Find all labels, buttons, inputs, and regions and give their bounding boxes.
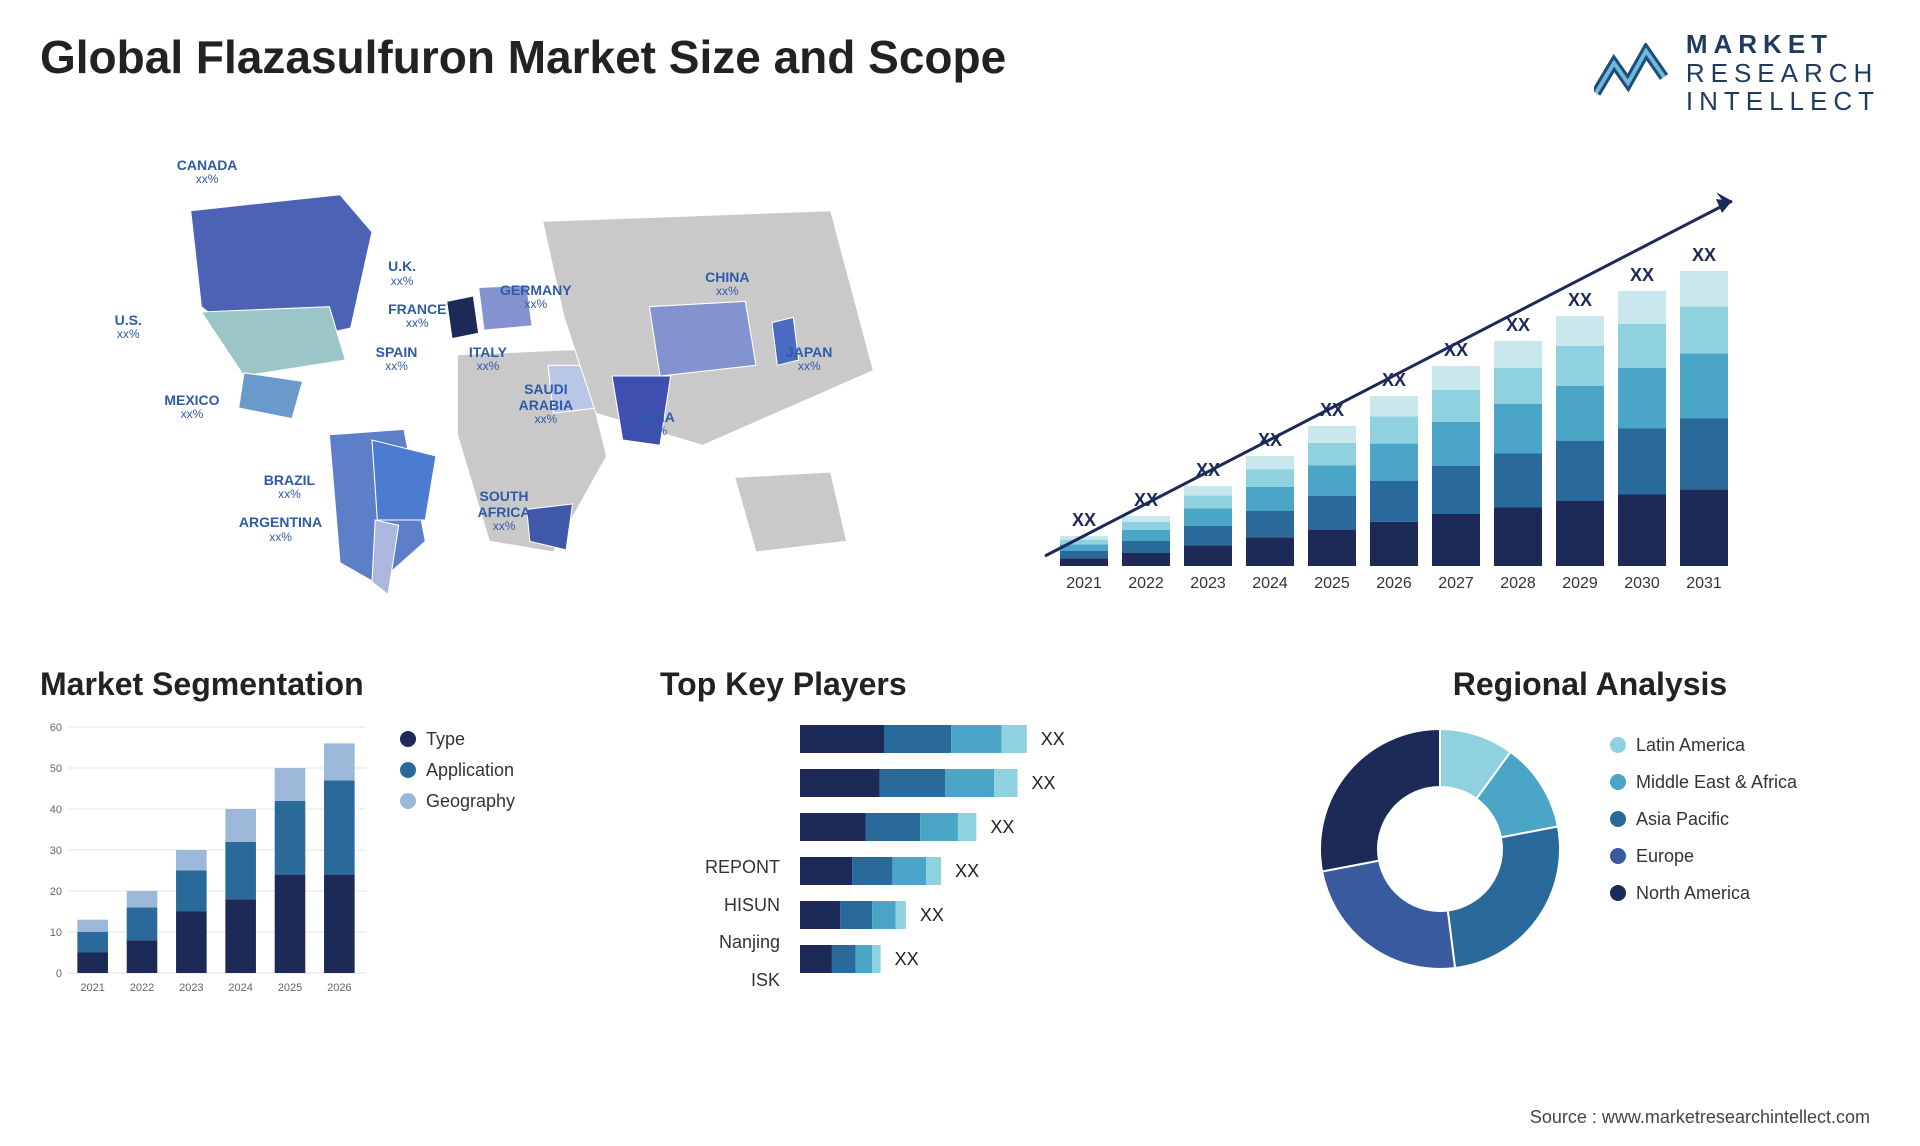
- world-map-svg: [40, 136, 960, 616]
- map-label: INDIAxx%: [637, 409, 675, 439]
- segmentation-chart-svg: 0 10 20 30 40 50 60 2021 2022 2023 2024 2025 2026: [40, 719, 370, 999]
- svg-text:XX: XX: [955, 861, 979, 881]
- legend-item: North America: [1610, 883, 1797, 904]
- brand-logo: MARKET RESEARCH INTELLECT: [1594, 30, 1880, 116]
- svg-text:2025: 2025: [1314, 575, 1350, 592]
- map-label: CHINAxx%: [705, 269, 749, 299]
- svg-text:2026: 2026: [327, 982, 351, 994]
- svg-text:10: 10: [50, 927, 62, 939]
- svg-text:2027: 2027: [1438, 575, 1474, 592]
- svg-text:XX: XX: [1072, 510, 1096, 530]
- map-label: SOUTHAFRICAxx%: [478, 488, 531, 534]
- legend-item: Latin America: [1610, 735, 1797, 756]
- map-label: GERMANYxx%: [500, 282, 572, 312]
- player-label: ISK: [660, 962, 780, 1000]
- player-label: REPONT: [660, 849, 780, 887]
- player-label: Nanjing: [660, 924, 780, 962]
- map-label: CANADAxx%: [177, 157, 238, 187]
- brand-text: MARKET RESEARCH INTELLECT: [1686, 30, 1880, 116]
- svg-text:2024: 2024: [1252, 575, 1288, 592]
- svg-text:2023: 2023: [179, 982, 203, 994]
- legend-item: Type: [400, 729, 515, 750]
- regional-legend: Latin America Middle East & Africa Asia Pa…: [1610, 719, 1797, 920]
- svg-text:XX: XX: [990, 817, 1014, 837]
- segmentation-panel: Market Segmentation 0 10 20 30 40 50 60 2021 202…: [40, 666, 600, 1024]
- legend-item: Europe: [1610, 846, 1797, 867]
- legend-item: Asia Pacific: [1610, 809, 1797, 830]
- svg-text:XX: XX: [1692, 245, 1716, 265]
- regional-title: Regional Analysis: [1300, 666, 1880, 703]
- players-title: Top Key Players: [660, 666, 1240, 703]
- map-label: ITALYxx%: [469, 344, 507, 374]
- svg-text:50: 50: [50, 763, 62, 775]
- legend-item: Application: [400, 760, 515, 781]
- svg-text:30: 30: [50, 845, 62, 857]
- world-map: CANADAxx% U.S.xx% MEXICOxx% BRAZILxx% ARGENT…: [40, 136, 960, 616]
- map-label: BRAZILxx%: [264, 472, 315, 502]
- segmentation-legend: Type Application Geography: [400, 719, 515, 999]
- svg-text:2021: 2021: [1066, 575, 1102, 592]
- svg-text:2021: 2021: [80, 982, 104, 994]
- svg-text:2022: 2022: [1128, 575, 1164, 592]
- svg-text:2022: 2022: [130, 982, 154, 994]
- brand-mark-icon: [1594, 43, 1672, 103]
- growth-chart-svg: XX2021XX2022XX2023XX2024XX2025XX2026XX20…: [1000, 136, 1880, 616]
- segmentation-title: Market Segmentation: [40, 666, 600, 703]
- svg-text:2031: 2031: [1686, 575, 1722, 592]
- map-label: JAPANxx%: [786, 344, 832, 374]
- svg-text:20: 20: [50, 886, 62, 898]
- legend-item: Geography: [400, 791, 515, 812]
- players-chart-svg: XX XX XX XX XX XX: [800, 719, 1220, 1019]
- svg-text:XX: XX: [1568, 290, 1592, 310]
- donut-chart-svg: [1300, 719, 1580, 979]
- svg-text:2030: 2030: [1624, 575, 1660, 592]
- svg-text:XX: XX: [920, 905, 944, 925]
- players-panel: Top Key Players REPONTHISUNNanjingISK XX…: [660, 666, 1240, 1024]
- svg-text:2028: 2028: [1500, 575, 1536, 592]
- regional-panel: Regional Analysis Latin America Middle Ea…: [1300, 666, 1880, 1024]
- svg-text:2024: 2024: [228, 982, 252, 994]
- player-label: HISUN: [660, 887, 780, 925]
- svg-text:XX: XX: [1041, 729, 1065, 749]
- svg-text:2029: 2029: [1562, 575, 1598, 592]
- svg-text:XX: XX: [1506, 315, 1530, 335]
- legend-item: Middle East & Africa: [1610, 772, 1797, 793]
- svg-text:40: 40: [50, 804, 62, 816]
- map-label: ARGENTINAxx%: [239, 514, 322, 544]
- svg-text:2023: 2023: [1190, 575, 1226, 592]
- svg-text:0: 0: [56, 968, 62, 980]
- source-attribution: Source : www.marketresearchintellect.com: [1530, 1107, 1870, 1128]
- map-label: U.S.xx%: [115, 312, 142, 342]
- svg-text:XX: XX: [1032, 773, 1056, 793]
- svg-text:XX: XX: [895, 949, 919, 969]
- growth-chart: XX2021XX2022XX2023XX2024XX2025XX2026XX20…: [1000, 136, 1880, 616]
- map-label: U.K.xx%: [388, 258, 416, 288]
- svg-text:2025: 2025: [278, 982, 302, 994]
- players-labels: REPONTHISUNNanjingISK: [660, 719, 780, 1024]
- svg-text:60: 60: [50, 722, 62, 734]
- map-label: MEXICOxx%: [164, 392, 219, 422]
- map-label: SPAINxx%: [376, 344, 418, 374]
- svg-text:2026: 2026: [1376, 575, 1412, 592]
- map-label: SAUDIARABIAxx%: [519, 381, 573, 427]
- svg-text:XX: XX: [1630, 265, 1654, 285]
- map-label: FRANCExx%: [388, 301, 446, 331]
- page-title: Global Flazasulfuron Market Size and Sco…: [40, 30, 1006, 84]
